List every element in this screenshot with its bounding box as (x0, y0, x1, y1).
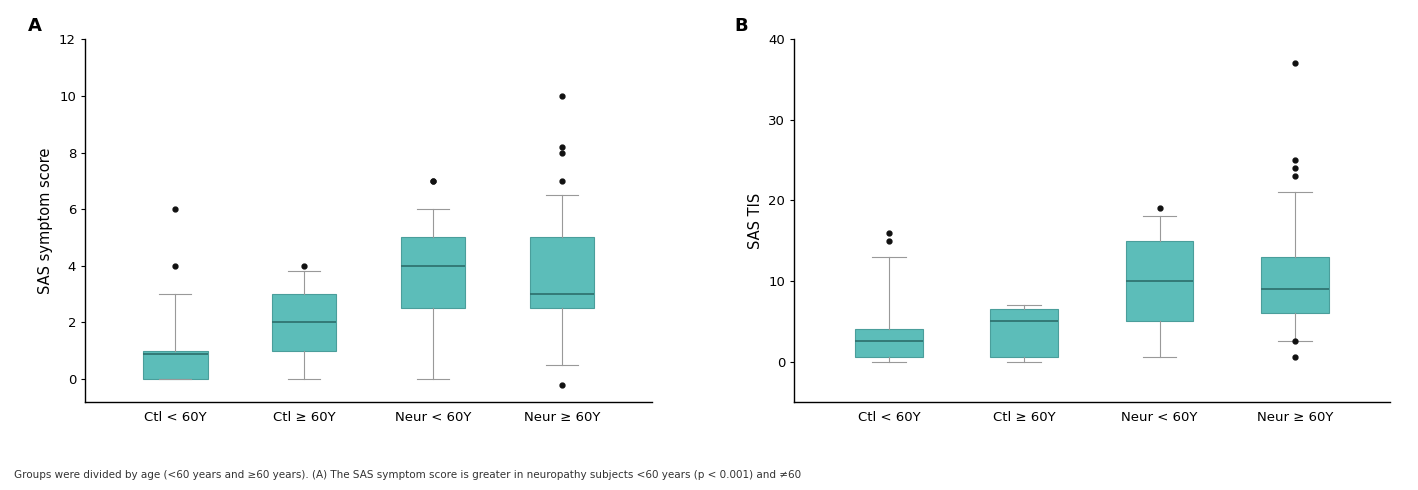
PathPatch shape (272, 294, 336, 351)
Y-axis label: SAS TIS: SAS TIS (747, 193, 763, 248)
Text: A: A (28, 18, 43, 35)
Text: B: B (735, 18, 749, 35)
PathPatch shape (855, 329, 923, 358)
PathPatch shape (1126, 241, 1194, 321)
PathPatch shape (530, 238, 594, 308)
Y-axis label: SAS symptom score: SAS symptom score (38, 147, 54, 294)
Text: Groups were divided by age (<60 years and ≥60 years). (A) The SAS symptom score : Groups were divided by age (<60 years an… (14, 470, 801, 480)
PathPatch shape (401, 238, 465, 308)
PathPatch shape (990, 309, 1058, 358)
PathPatch shape (1261, 257, 1329, 313)
PathPatch shape (143, 351, 207, 379)
